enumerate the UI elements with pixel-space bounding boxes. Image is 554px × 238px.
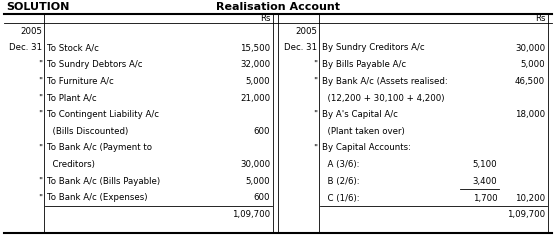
Text: 1,09,700: 1,09,700 — [232, 210, 270, 219]
Text: 46,500: 46,500 — [515, 77, 545, 86]
Text: 1,700: 1,700 — [473, 193, 497, 203]
Text: To Bank A/c (Payment to: To Bank A/c (Payment to — [47, 144, 152, 153]
Text: 1,09,700: 1,09,700 — [507, 210, 545, 219]
Text: (Plant taken over): (Plant taken over) — [322, 127, 404, 136]
Text: By A's Capital A/c: By A's Capital A/c — [322, 110, 398, 119]
Text: (Bills Discounted): (Bills Discounted) — [47, 127, 128, 136]
Text: 5,000: 5,000 — [245, 177, 270, 186]
Text: Realisation Account: Realisation Account — [216, 2, 340, 12]
Text: 600: 600 — [254, 193, 270, 203]
Text: 2005: 2005 — [20, 27, 42, 36]
Text: ": " — [38, 77, 42, 86]
Text: Dec. 31: Dec. 31 — [284, 44, 317, 53]
Text: ": " — [313, 144, 317, 153]
Text: 3,400: 3,400 — [473, 177, 497, 186]
Text: By Bank A/c (Assets realised:: By Bank A/c (Assets realised: — [322, 77, 448, 86]
Text: To Stock A/c: To Stock A/c — [47, 44, 99, 53]
Text: 5,100: 5,100 — [473, 160, 497, 169]
Text: ": " — [38, 110, 42, 119]
Text: SOLUTION: SOLUTION — [6, 2, 69, 12]
Text: To Furniture A/c: To Furniture A/c — [47, 77, 114, 86]
Text: Rs: Rs — [260, 14, 271, 23]
Text: 30,000: 30,000 — [240, 160, 270, 169]
Text: (12,200 + 30,100 + 4,200): (12,200 + 30,100 + 4,200) — [322, 94, 444, 103]
Text: 600: 600 — [254, 127, 270, 136]
Text: ": " — [313, 77, 317, 86]
Text: ": " — [38, 177, 42, 186]
Text: ": " — [313, 110, 317, 119]
Text: 32,000: 32,000 — [240, 60, 270, 69]
Text: ": " — [38, 144, 42, 153]
Text: ": " — [38, 94, 42, 103]
Text: A (3/6):: A (3/6): — [322, 160, 360, 169]
Text: By Sundry Creditors A/c: By Sundry Creditors A/c — [322, 44, 424, 53]
Text: To Bank A/c (Bills Payable): To Bank A/c (Bills Payable) — [47, 177, 160, 186]
Text: 18,000: 18,000 — [515, 110, 545, 119]
Text: To Contingent Liability A/c: To Contingent Liability A/c — [47, 110, 159, 119]
Text: To Sundry Debtors A/c: To Sundry Debtors A/c — [47, 60, 142, 69]
Text: ": " — [38, 60, 42, 69]
Text: Dec. 31: Dec. 31 — [9, 44, 42, 53]
Text: By Bills Payable A/c: By Bills Payable A/c — [322, 60, 406, 69]
Text: ": " — [313, 60, 317, 69]
Text: 2005: 2005 — [295, 27, 317, 36]
Text: To Bank A/c (Expenses): To Bank A/c (Expenses) — [47, 193, 147, 203]
Text: ": " — [38, 193, 42, 203]
Text: 5,000: 5,000 — [520, 60, 545, 69]
Text: 5,000: 5,000 — [245, 77, 270, 86]
Text: 15,500: 15,500 — [240, 44, 270, 53]
Text: To Plant A/c: To Plant A/c — [47, 94, 96, 103]
Text: C (1/6):: C (1/6): — [322, 193, 360, 203]
Text: Creditors): Creditors) — [47, 160, 95, 169]
Text: B (2/6):: B (2/6): — [322, 177, 360, 186]
Text: 30,000: 30,000 — [515, 44, 545, 53]
Text: Rs: Rs — [536, 14, 546, 23]
Text: 10,200: 10,200 — [515, 193, 545, 203]
Text: By Capital Accounts:: By Capital Accounts: — [322, 144, 411, 153]
Text: 21,000: 21,000 — [240, 94, 270, 103]
